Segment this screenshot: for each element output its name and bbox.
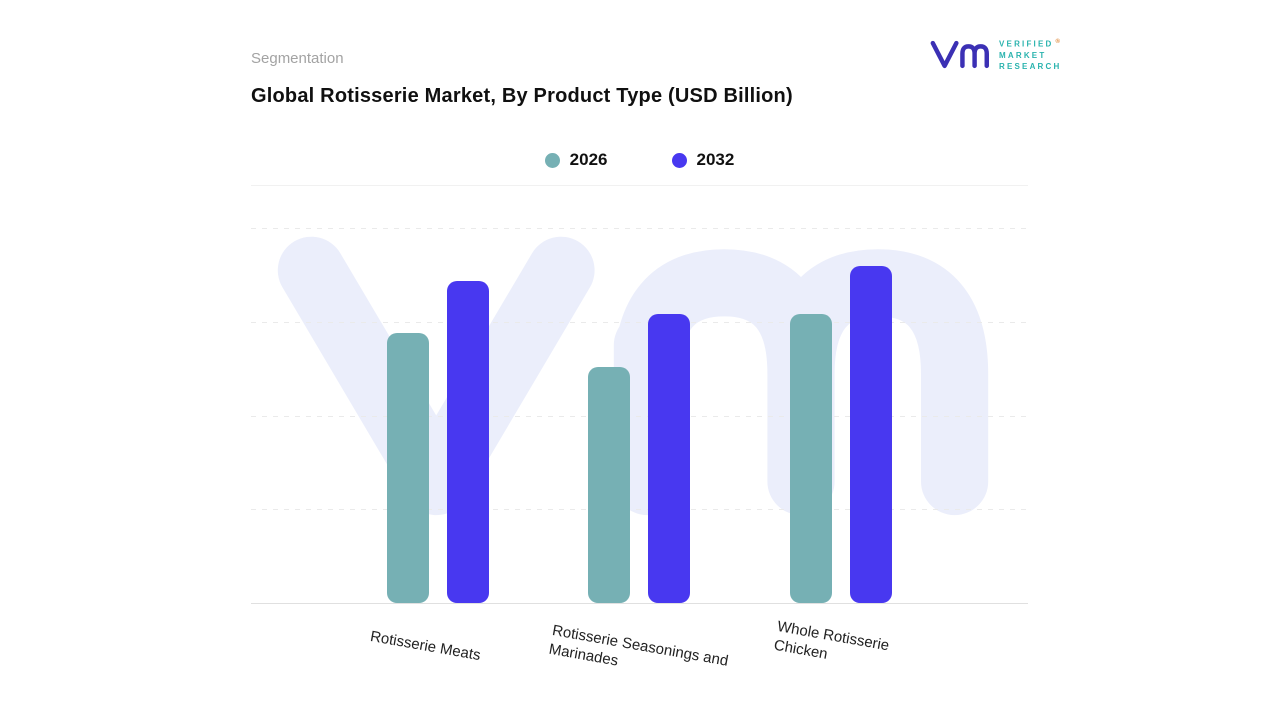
legend-swatch-2032: [671, 152, 687, 168]
bar-2032-2[interactable]: [648, 314, 690, 603]
x-axis-label-2: Rotisserie Seasonings and Marinades: [547, 621, 730, 670]
plot-area: Rotisserie Meats Rotisserie Seasonings an…: [251, 228, 1028, 670]
brand-line-3: RESEARCH: [999, 61, 1062, 71]
bar-group-2: [588, 228, 690, 603]
x-axis-label-1: Rotisserie Meats: [368, 627, 482, 665]
bar-2026-3[interactable]: [790, 314, 832, 603]
brand-wordmark: VERIFIED ® MARKET RESEARCH: [999, 37, 1062, 72]
vm-monogram-icon: [930, 40, 989, 68]
brand-line-1: VERIFIED ®: [999, 37, 1062, 50]
x-axis-labels: Rotisserie Meats Rotisserie Seasonings an…: [251, 603, 1028, 693]
bar-2032-1[interactable]: [447, 280, 489, 603]
brand-word-verified: VERIFIED: [999, 39, 1054, 49]
legend-swatch-2026: [544, 152, 560, 168]
chart-legend: 2026 2032: [251, 150, 1028, 170]
header-divider: [251, 185, 1028, 186]
eyebrow-label: Segmentation: [251, 50, 344, 67]
gridline: [251, 228, 1028, 229]
brand-logo: VERIFIED ® MARKET RESEARCH: [930, 37, 1062, 72]
gridline: [251, 415, 1028, 417]
legend-label-2026: 2026: [569, 150, 608, 169]
legend-label-2032: 2032: [696, 150, 735, 169]
brand-line-2: MARKET: [999, 50, 1047, 60]
bar-2026-1[interactable]: [387, 333, 429, 603]
legend-item-2032[interactable]: 2032: [671, 150, 735, 170]
x-axis-label-3: Whole Rotisserie Chicken: [772, 617, 891, 663]
chart-title: Global Rotisserie Market, By Product Typ…: [251, 85, 793, 107]
legend-item-2026[interactable]: 2026: [544, 150, 608, 170]
bar-group-3: [790, 228, 892, 603]
gridline: [251, 321, 1028, 323]
gridline: [251, 509, 1028, 511]
bar-group-1: [387, 228, 489, 603]
bar-2032-3[interactable]: [850, 265, 892, 603]
registered-mark: ®: [1055, 39, 1063, 45]
bar-2026-2[interactable]: [588, 366, 630, 603]
